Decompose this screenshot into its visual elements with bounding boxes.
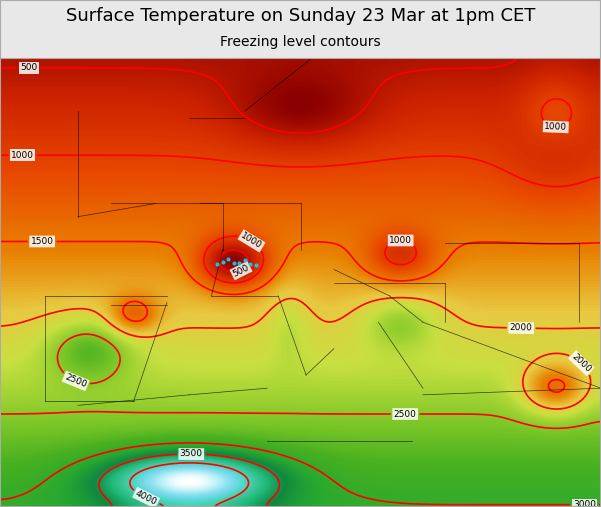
Text: 500: 500 (231, 263, 251, 278)
Text: 1500: 1500 (31, 237, 53, 246)
Point (229, 259, 239, 267)
Text: 1000: 1000 (239, 231, 264, 250)
Text: 1000: 1000 (389, 236, 412, 245)
Text: Surface Temperature on Sunday 23 Mar at 1pm CET: Surface Temperature on Sunday 23 Mar at … (66, 7, 535, 25)
Text: 1000: 1000 (11, 151, 34, 160)
Point (212, 260, 222, 268)
Point (251, 262, 261, 270)
Text: 2000: 2000 (570, 352, 593, 374)
Text: 4000: 4000 (134, 489, 158, 507)
Text: 500: 500 (20, 63, 37, 73)
Text: 3500: 3500 (180, 449, 203, 459)
Point (240, 256, 249, 264)
Point (218, 258, 227, 266)
Text: 1000: 1000 (544, 122, 567, 132)
Text: 3000: 3000 (573, 500, 596, 507)
Text: Freezing level contours: Freezing level contours (220, 35, 381, 49)
Text: 2500: 2500 (63, 373, 88, 389)
Point (224, 255, 233, 263)
Text: 2000: 2000 (510, 323, 532, 333)
Text: 2500: 2500 (394, 410, 416, 419)
Point (234, 259, 244, 267)
Point (246, 260, 255, 268)
